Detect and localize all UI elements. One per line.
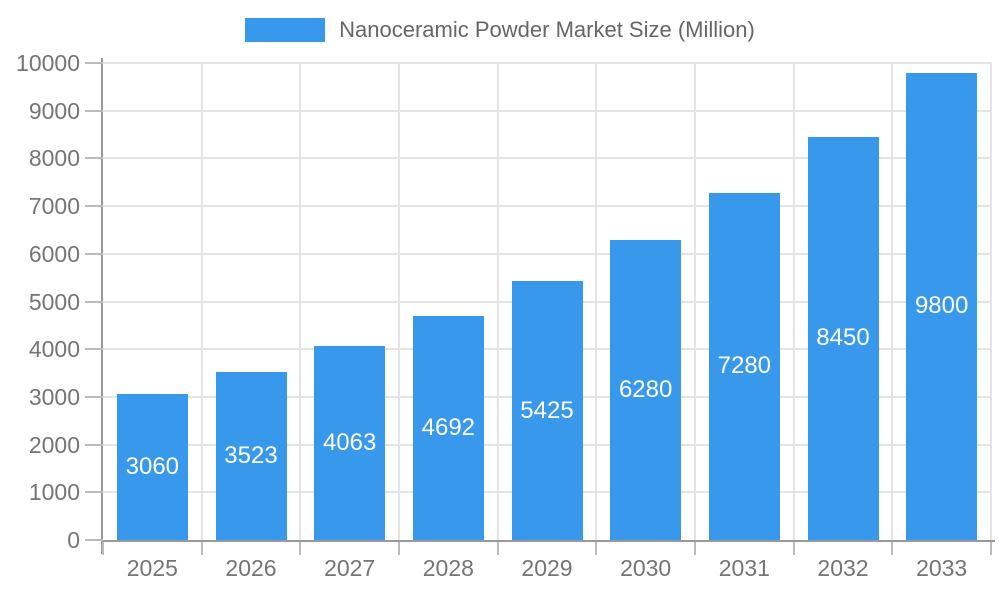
y-axis-tick <box>85 62 103 64</box>
vertical-gridline <box>694 63 696 540</box>
y-axis-tick <box>85 491 103 494</box>
legend-label: Nanoceramic Powder Market Size (Million) <box>339 17 755 42</box>
x-axis-label: 2032 <box>817 555 869 581</box>
y-axis-tick <box>85 539 103 541</box>
y-axis-label: 6000 <box>28 240 80 267</box>
horizontal-gridline <box>103 109 991 112</box>
bar-value-label: 8450 <box>816 324 870 352</box>
x-axis-label: 2025 <box>126 555 178 581</box>
y-axis-tick <box>85 300 103 303</box>
bar-2026 <box>215 371 287 540</box>
x-axis-label: 2031 <box>718 555 770 581</box>
x-axis-label: 2033 <box>916 555 968 581</box>
x-axis-tick <box>398 542 400 555</box>
bar-value-label: 5425 <box>520 396 574 424</box>
x-axis-tick <box>891 542 894 555</box>
vertical-gridline <box>200 63 203 540</box>
horizontal-gridline <box>103 205 991 208</box>
y-axis-tick <box>85 395 103 398</box>
vertical-gridline <box>299 63 302 540</box>
bar-2030 <box>610 240 682 540</box>
x-axis-tick <box>595 542 598 555</box>
bar-value-label: 7280 <box>717 352 772 380</box>
x-axis-label: 2030 <box>620 555 672 581</box>
bar-2028 <box>412 316 484 540</box>
bar-value-label: 4692 <box>421 414 476 442</box>
y-axis-label: 4000 <box>28 336 80 363</box>
horizontal-gridline <box>103 62 991 64</box>
bar-2029 <box>511 281 583 540</box>
x-axis-tick <box>102 542 104 555</box>
y-axis-label: 5000 <box>28 288 80 315</box>
x-axis-label: 2026 <box>225 555 277 581</box>
x-axis-tick <box>299 542 302 555</box>
bar-2033 <box>906 72 978 540</box>
y-axis-tick <box>85 348 103 351</box>
y-axis-label: 8000 <box>28 145 80 172</box>
bar-value-label: 4063 <box>322 429 377 457</box>
bar-value-label: 6280 <box>618 376 673 404</box>
bar-2031 <box>708 192 780 540</box>
bar-value-label: 9800 <box>914 292 969 320</box>
y-axis-label: 9000 <box>28 97 80 124</box>
y-axis-tick <box>85 157 103 160</box>
y-axis-line <box>101 58 103 554</box>
legend-color-swatch <box>245 18 326 42</box>
y-axis-tick <box>85 205 103 208</box>
bar-value-label: 3060 <box>125 453 180 481</box>
y-axis-label: 7000 <box>28 193 80 220</box>
y-axis-label: 1000 <box>28 479 80 506</box>
y-axis-label: 2000 <box>28 431 80 458</box>
x-axis-tick <box>694 542 696 555</box>
vertical-gridline <box>891 63 894 540</box>
x-axis-tick <box>990 542 992 555</box>
x-axis-label: 2029 <box>521 555 573 581</box>
x-axis-tick <box>792 542 795 555</box>
bar-value-label: 3523 <box>224 441 278 469</box>
vertical-gridline <box>595 63 598 540</box>
x-axis-tick <box>200 542 203 555</box>
vertical-gridline <box>990 63 992 540</box>
x-axis-label: 2027 <box>324 555 376 581</box>
horizontal-gridline <box>103 252 991 255</box>
x-axis-line <box>103 540 995 542</box>
horizontal-gridline <box>103 157 991 160</box>
x-axis-tick <box>496 542 499 555</box>
vertical-gridline <box>792 63 795 540</box>
vertical-gridline <box>496 63 499 540</box>
y-axis-label: 3000 <box>28 383 80 410</box>
bar-2032 <box>807 136 879 540</box>
y-axis-tick <box>85 443 103 446</box>
legend-item[interactable]: Nanoceramic Powder Market Size (Million) <box>0 17 1000 43</box>
bar-2027 <box>314 346 386 540</box>
y-axis-label: 0 <box>67 527 80 553</box>
x-axis-label: 2028 <box>422 555 474 581</box>
bar-2025 <box>116 394 188 540</box>
y-axis-tick <box>85 109 103 112</box>
y-axis-label: 10000 <box>16 50 80 76</box>
y-axis-tick <box>85 252 103 255</box>
vertical-gridline <box>398 63 400 540</box>
